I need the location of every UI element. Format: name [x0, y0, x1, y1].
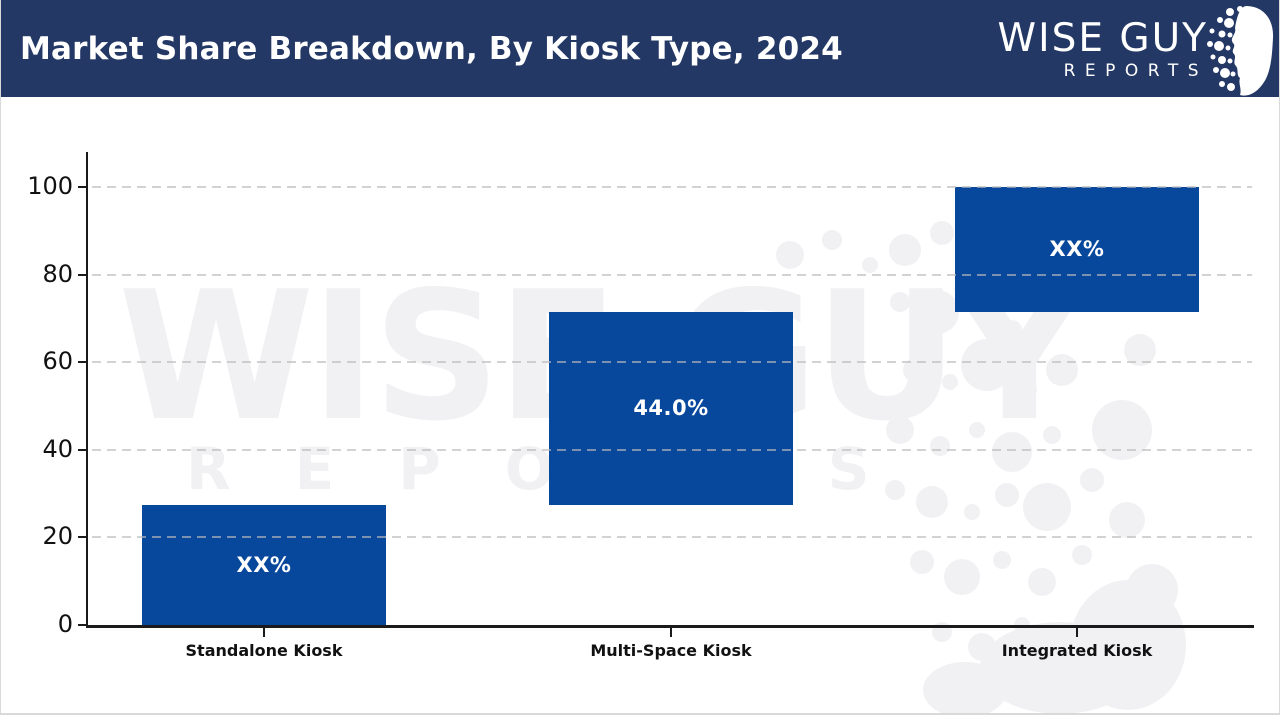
logo-face-icon — [1207, 6, 1274, 96]
logo-reports-text: REPORTS — [1063, 61, 1208, 81]
bar-value-label: XX% — [1049, 237, 1105, 262]
gridline-20 — [92, 536, 1252, 539]
header-bar: Market Share Breakdown, By Kiosk Type, 2… — [0, 0, 1280, 97]
x-axis-spine — [86, 625, 1254, 628]
y-tick-label: 100 — [27, 172, 73, 200]
bar-standalone-kiosk: XX% — [142, 504, 386, 625]
chart-title: Market Share Breakdown, By Kiosk Type, 2… — [20, 31, 843, 67]
gridline-100 — [92, 186, 1252, 188]
y-tick-label: 80 — [42, 259, 73, 288]
y-tick-60 — [78, 361, 88, 364]
x-tick-2 — [670, 628, 672, 637]
bar-multi-space-kiosk: 44.0% — [549, 311, 793, 505]
gridline-80 — [92, 273, 1252, 276]
y-tick-label: 60 — [42, 347, 73, 376]
gridline-60 — [92, 361, 1252, 364]
y-tick-40 — [78, 448, 88, 451]
wise-guy-reports-logo: WISE GUY REPORTS — [998, 4, 1280, 96]
category-label: Multi-Space Kiosk — [590, 641, 752, 660]
bar-integrated-kiosk: XX% — [955, 187, 1199, 312]
y-tick-label: 40 — [42, 434, 73, 463]
y-tick-0 — [78, 624, 88, 626]
y-axis-spine — [86, 152, 88, 626]
category-label: Integrated Kiosk — [1001, 641, 1153, 660]
x-tick-1 — [263, 628, 265, 637]
y-tick-label: 0 — [57, 610, 73, 638]
x-tick-3 — [1076, 628, 1078, 637]
chart-plot-area: XX% 44.0% XX% 0 20 40 60 80 100 Standalone Kiosk M… — [0, 97, 1280, 714]
gridline-40 — [92, 448, 1252, 451]
y-tick-80 — [78, 273, 88, 276]
logo-text: WISE GUY REPORTS — [997, 16, 1208, 82]
bar-value-label: 44.0% — [633, 396, 709, 421]
y-tick-100 — [78, 186, 88, 188]
y-tick-label: 20 — [42, 522, 73, 551]
y-tick-20 — [78, 536, 88, 539]
logo-wise-guy-text: WISE GUY — [997, 16, 1208, 61]
bar-value-label: XX% — [236, 552, 292, 577]
category-label: Standalone Kiosk — [185, 641, 343, 660]
